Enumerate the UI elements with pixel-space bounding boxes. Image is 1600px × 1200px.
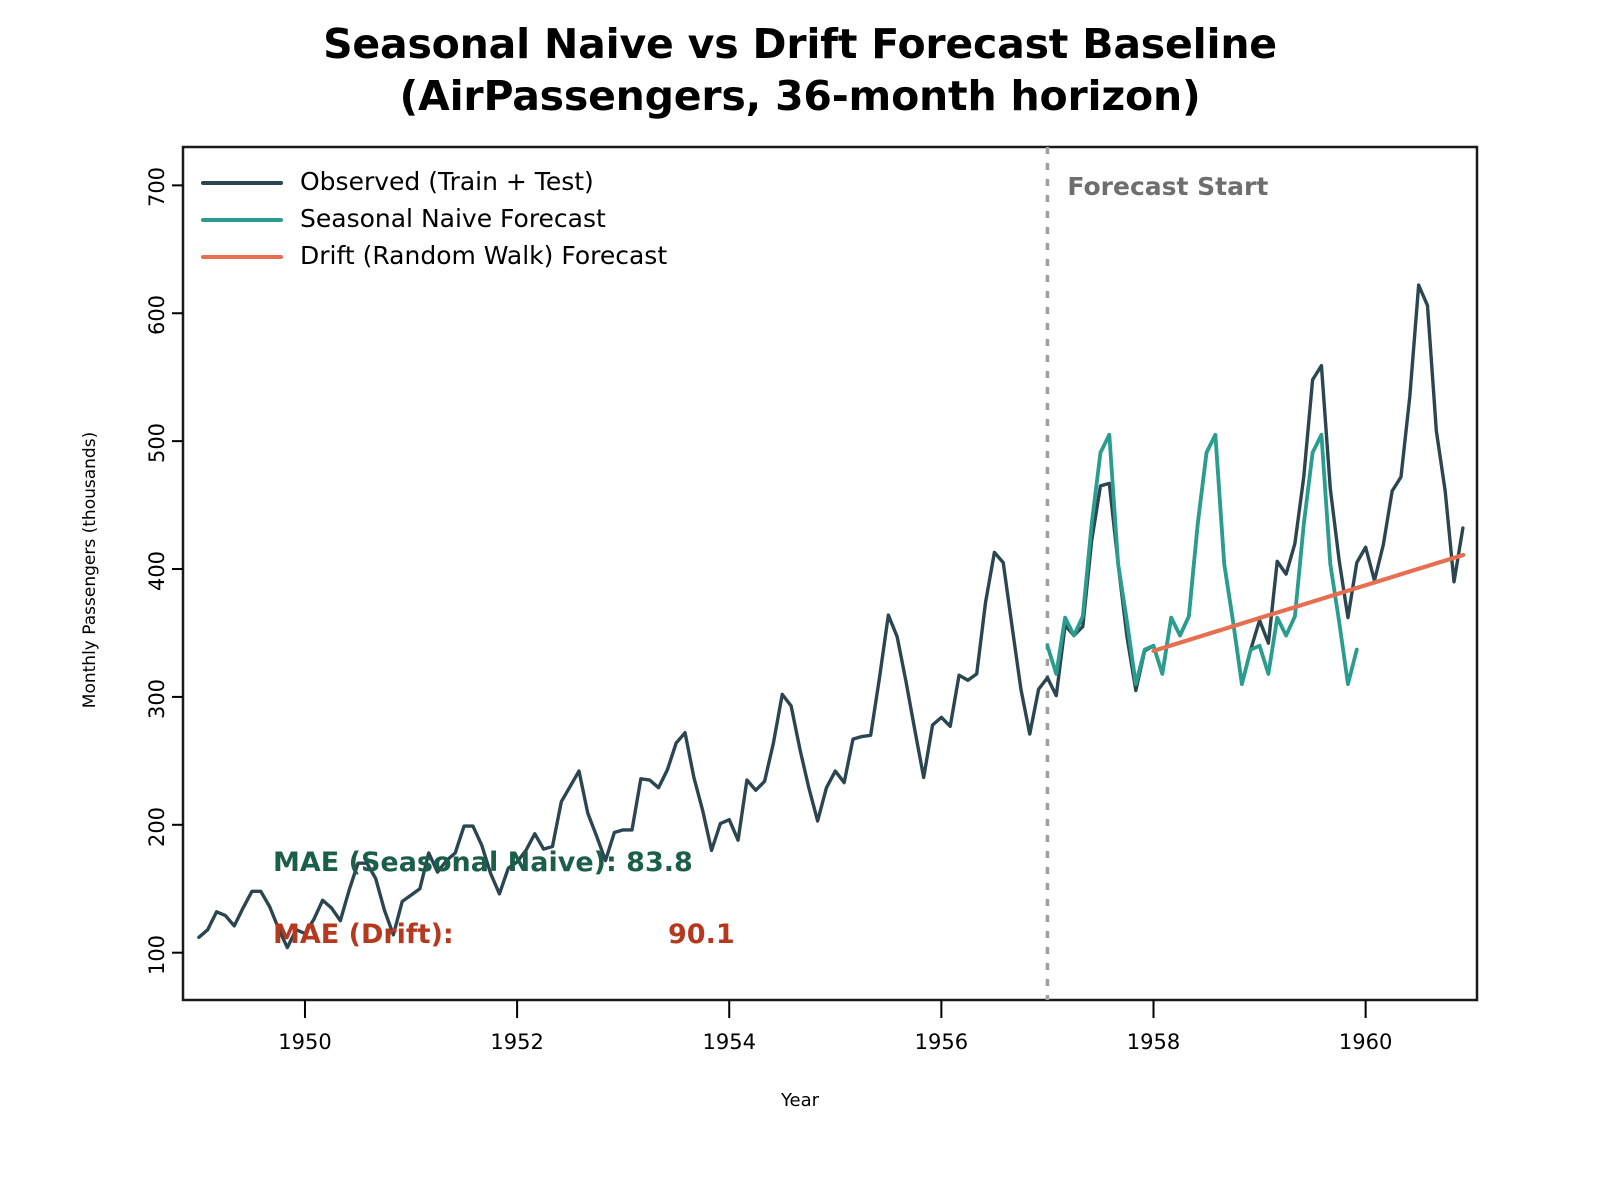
x-tick-label: 1952	[490, 1030, 544, 1054]
y-axis-ticks	[172, 184, 183, 954]
y-tick-label: 200	[145, 806, 169, 847]
legend-item-label: Drift (Random Walk) Forecast	[300, 241, 668, 270]
chart-title-line2: (AirPassengers, 36-month horizon)	[399, 72, 1201, 121]
forecast-start-label: Forecast Start	[1067, 172, 1269, 201]
x-tick-label: 1956	[914, 1030, 969, 1054]
y-tick-label: 700	[145, 167, 169, 208]
x-axis-label: Year	[780, 1090, 820, 1111]
series-drift-line	[1151, 552, 1466, 653]
y-tick-label: 500	[145, 423, 169, 464]
chart-title: Seasonal Naive vs Drift Forecast Baselin…	[0, 18, 1600, 123]
legend-swatches	[201, 181, 283, 259]
x-tick-label: 1958	[1126, 1030, 1181, 1054]
x-tick-label: 1954	[702, 1030, 756, 1054]
x-axis-ticks	[303, 1000, 1367, 1018]
series-observed-line	[197, 283, 1465, 950]
x-tick-label: 1960	[1338, 1030, 1393, 1054]
mae-drift-label: MAE (Drift):	[273, 919, 454, 950]
series-seasonal-naive-line	[1045, 432, 1359, 687]
y-axis-label: Monthly Passengers (thousands)	[80, 431, 100, 709]
legend-item-label: Seasonal Naive Forecast	[300, 204, 606, 233]
chart-title-line1: Seasonal Naive vs Drift Forecast Baselin…	[323, 20, 1277, 68]
y-tick-label: 100	[145, 934, 169, 975]
plot-frame	[181, 145, 1479, 1002]
x-tick-label: 1950	[278, 1030, 332, 1054]
y-tick-label: 400	[145, 550, 169, 592]
y-tick-label: 300	[145, 678, 169, 719]
y-tick-label: 600	[145, 295, 169, 336]
legend-item-label: Observed (Train + Test)	[300, 167, 594, 196]
mae-seasonal-naive-text: MAE (Seasonal Naive): 83.8	[273, 847, 693, 878]
mae-drift-value: 90.1	[668, 919, 735, 950]
